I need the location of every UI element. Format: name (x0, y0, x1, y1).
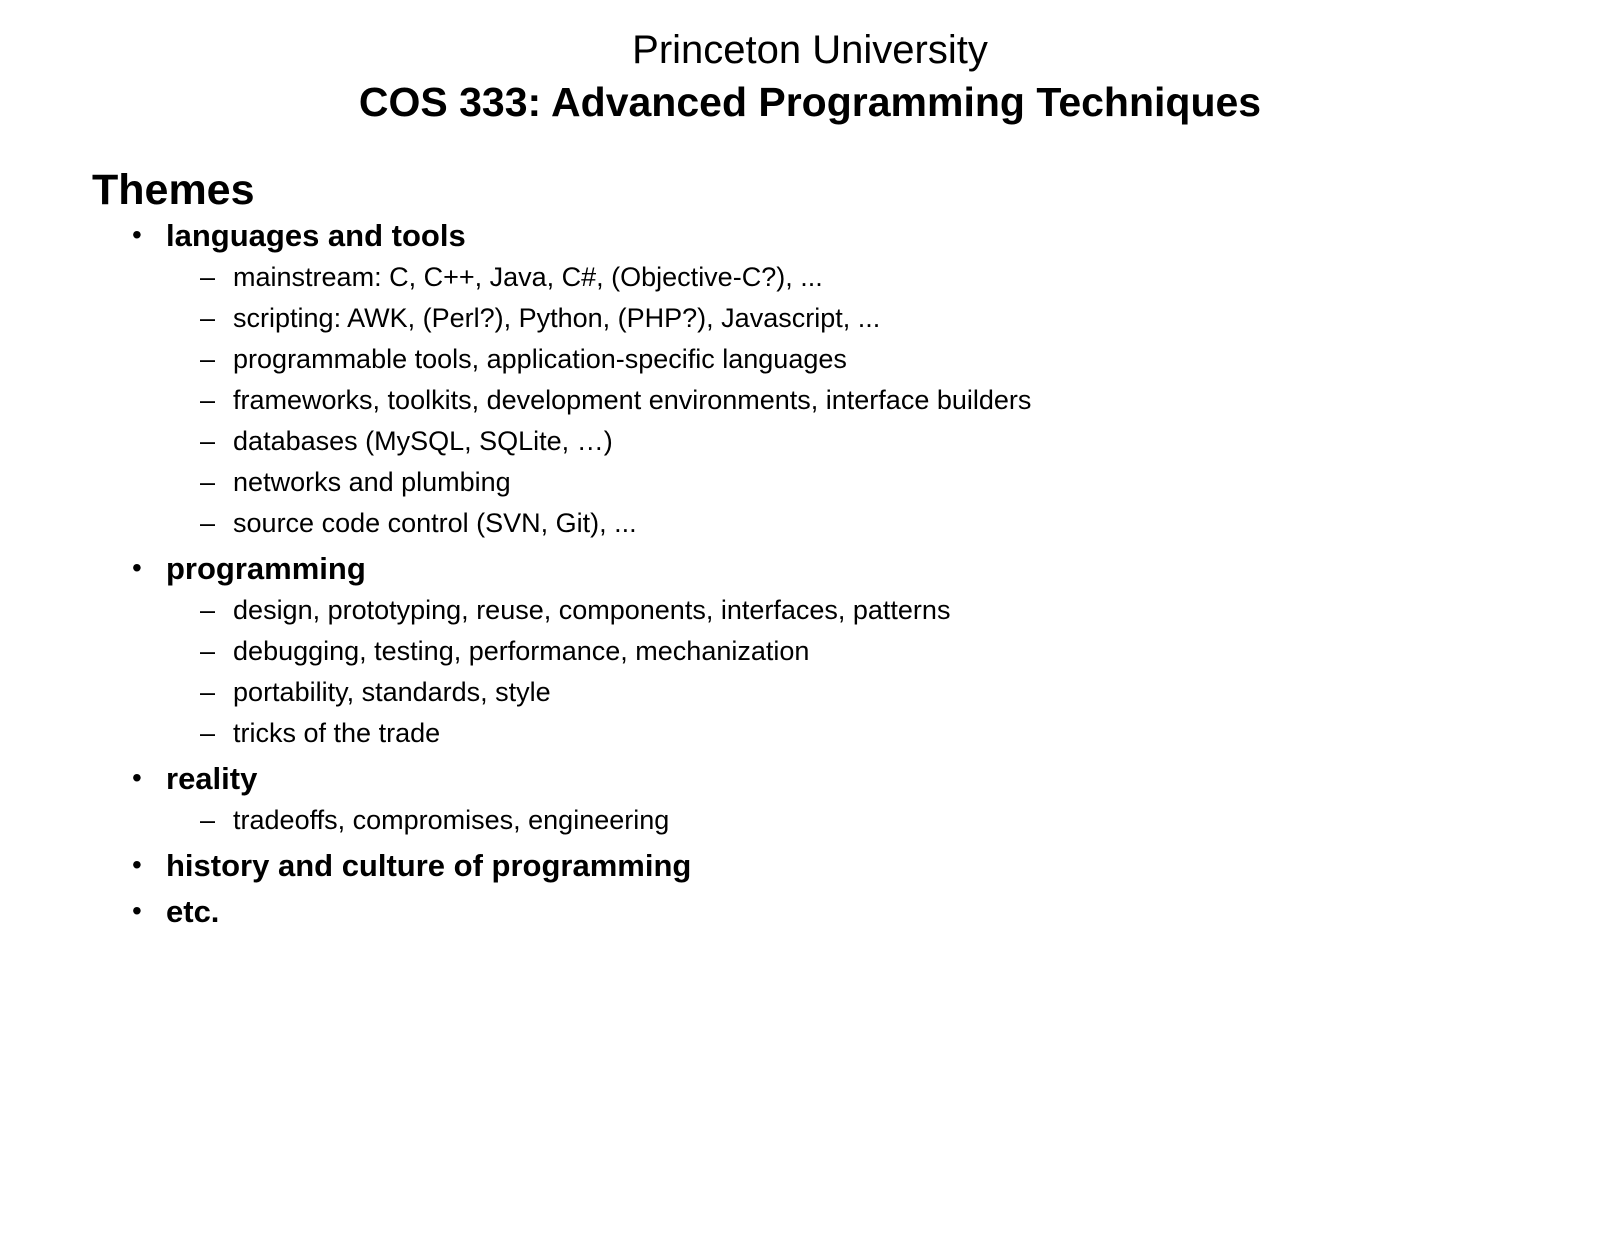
dash-list: –mainstream: C, C++, Java, C#, (Objectiv… (92, 257, 1620, 544)
dash-marker-icon: – (200, 800, 215, 841)
dash-marker-icon: – (200, 339, 215, 380)
university-name: Princeton University (0, 28, 1620, 73)
dash-text: networks and plumbing (233, 462, 511, 503)
theme-label: reality (166, 758, 257, 800)
theme-block: •languages and tools–mainstream: C, C++,… (92, 215, 1620, 544)
bullet-marker-icon: • (132, 215, 146, 254)
bullet-marker-icon: • (132, 758, 146, 797)
bullet-list: • etc. (92, 891, 1620, 933)
dash-item: –source code control (SVN, Git), ... (200, 503, 1620, 544)
dash-text: databases (MySQL, SQLite, …) (233, 421, 613, 462)
dash-marker-icon: – (200, 421, 215, 462)
dash-item: –mainstream: C, C++, Java, C#, (Objectiv… (200, 257, 1620, 298)
course-title: COS 333: Advanced Programming Techniques (0, 79, 1620, 126)
bullet-item: • languages and tools (132, 215, 1620, 257)
section-heading: Themes (92, 166, 1620, 215)
dash-marker-icon: – (200, 503, 215, 544)
dash-marker-icon: – (200, 257, 215, 298)
theme-block: •programming–design, prototyping, reuse,… (92, 548, 1620, 754)
dash-item: –frameworks, toolkits, development envir… (200, 380, 1620, 421)
theme-block: • etc. (92, 891, 1620, 933)
dash-item: –tricks of the trade (200, 713, 1620, 754)
dash-item: –programmable tools, application-specifi… (200, 339, 1620, 380)
dash-text: scripting: AWK, (Perl?), Python, (PHP?),… (233, 298, 880, 339)
bullet-list: • history and culture of programming (92, 845, 1620, 887)
bullet-list: • reality (92, 758, 1620, 800)
dash-marker-icon: – (200, 631, 215, 672)
bullet-marker-icon: • (132, 845, 146, 884)
dash-marker-icon: – (200, 713, 215, 754)
dash-list: –tradeoffs, compromises, engineering (92, 800, 1620, 841)
dash-text: frameworks, toolkits, development enviro… (233, 380, 1031, 421)
dash-item: –design, prototyping, reuse, components,… (200, 590, 1620, 631)
theme-label: programming (166, 548, 366, 590)
bullet-item: • etc. (132, 891, 1620, 933)
slide-content: Themes •languages and tools–mainstream: … (0, 166, 1620, 933)
theme-block: • reality–tradeoffs, compromises, enginee… (92, 758, 1620, 841)
dash-marker-icon: – (200, 298, 215, 339)
dash-item: –debugging, testing, performance, mechan… (200, 631, 1620, 672)
dash-text: portability, standards, style (233, 672, 551, 713)
dash-text: debugging, testing, performance, mechani… (233, 631, 809, 672)
dash-marker-icon: – (200, 590, 215, 631)
dash-item: –networks and plumbing (200, 462, 1620, 503)
bullet-marker-icon: • (132, 548, 146, 587)
dash-text: tradeoffs, compromises, engineering (233, 800, 669, 841)
dash-text: design, prototyping, reuse, components, … (233, 590, 950, 631)
dash-marker-icon: – (200, 462, 215, 503)
dash-text: programmable tools, application-specific… (233, 339, 847, 380)
bullet-list: • programming (92, 548, 1620, 590)
dash-item: –scripting: AWK, (Perl?), Python, (PHP?)… (200, 298, 1620, 339)
theme-label: languages and tools (166, 215, 466, 257)
dash-item: –portability, standards, style (200, 672, 1620, 713)
bullet-item: • reality (132, 758, 1620, 800)
dash-item: –databases (MySQL, SQLite, …) (200, 421, 1620, 462)
dash-text: tricks of the trade (233, 713, 440, 754)
dash-list: –design, prototyping, reuse, components,… (92, 590, 1620, 754)
dash-text: source code control (SVN, Git), ... (233, 503, 637, 544)
dash-marker-icon: – (200, 380, 215, 421)
bullet-list: • languages and tools (92, 215, 1620, 257)
slide-header: Princeton University COS 333: Advanced P… (0, 28, 1620, 126)
bullet-item: • programming (132, 548, 1620, 590)
dash-item: –tradeoffs, compromises, engineering (200, 800, 1620, 841)
dash-text: mainstream: C, C++, Java, C#, (Objective… (233, 257, 823, 298)
theme-block: • history and culture of programming (92, 845, 1620, 887)
theme-label: etc. (166, 891, 219, 933)
theme-label: history and culture of programming (166, 845, 691, 887)
dash-marker-icon: – (200, 672, 215, 713)
bullet-marker-icon: • (132, 891, 146, 930)
bullet-item: • history and culture of programming (132, 845, 1620, 887)
themes-container: •languages and tools–mainstream: C, C++,… (92, 215, 1620, 933)
